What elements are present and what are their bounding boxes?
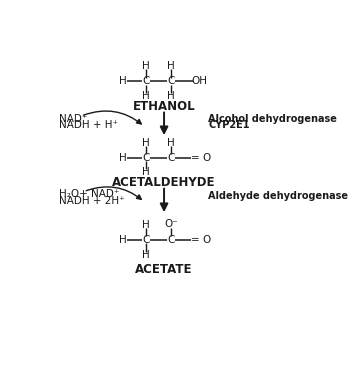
Text: C: C <box>142 235 150 245</box>
Text: H: H <box>142 91 150 101</box>
Text: = O: = O <box>192 235 212 245</box>
Text: H: H <box>142 138 150 147</box>
Text: H₂O+ NAD⁺: H₂O+ NAD⁺ <box>59 189 119 199</box>
Text: CYP2E1: CYP2E1 <box>208 120 250 130</box>
Text: ACETALDEHYDE: ACETALDEHYDE <box>112 176 216 189</box>
Text: ACETATE: ACETATE <box>135 263 193 276</box>
Text: H: H <box>167 91 175 101</box>
Text: H: H <box>167 61 175 71</box>
Text: NADH + 2H⁺: NADH + 2H⁺ <box>59 196 124 206</box>
Text: C: C <box>142 76 150 86</box>
Text: H: H <box>118 76 126 86</box>
Text: C: C <box>167 152 175 163</box>
Text: H: H <box>118 235 126 245</box>
Text: OH: OH <box>192 76 208 86</box>
Text: H: H <box>167 138 175 147</box>
Text: NAD⁺: NAD⁺ <box>59 114 87 124</box>
Text: H: H <box>118 152 126 163</box>
Text: C: C <box>167 235 175 245</box>
Text: C: C <box>167 76 175 86</box>
Text: O⁻: O⁻ <box>164 219 178 229</box>
Text: H: H <box>142 250 150 260</box>
Text: Aldehyde dehydrogenase: Aldehyde dehydrogenase <box>208 191 348 202</box>
Text: H: H <box>142 168 150 177</box>
Text: C: C <box>142 152 150 163</box>
Text: NADH + H⁺: NADH + H⁺ <box>59 120 118 130</box>
Text: = O: = O <box>192 152 212 163</box>
Text: H: H <box>142 220 150 230</box>
Text: ETHANOL: ETHANOL <box>133 100 195 113</box>
Text: Alcohol dehydrogenase: Alcohol dehydrogenase <box>208 114 337 124</box>
Text: H: H <box>142 61 150 71</box>
